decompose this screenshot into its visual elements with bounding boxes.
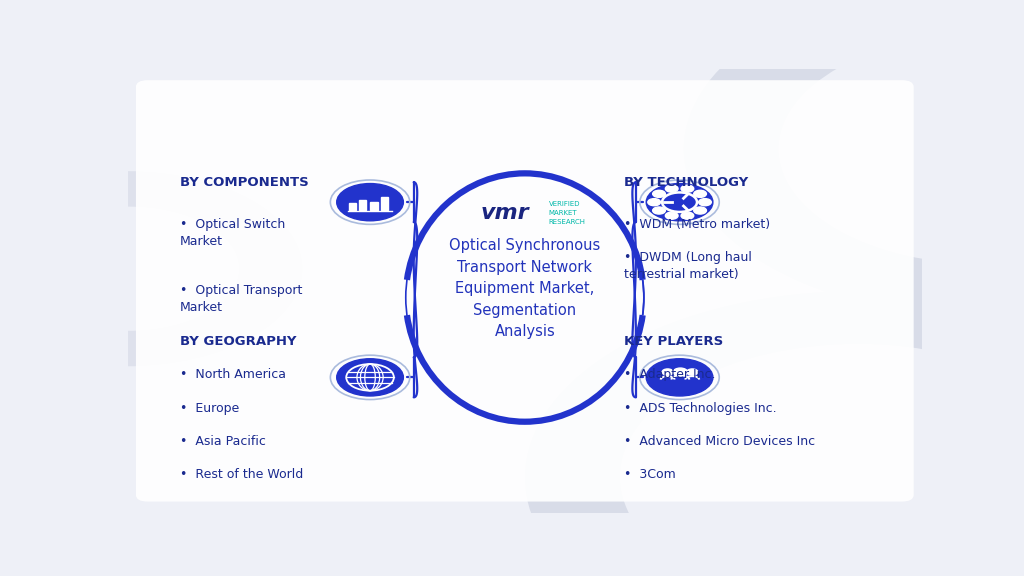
- FancyBboxPatch shape: [136, 80, 913, 502]
- Text: Optical Synchronous
Transport Network
Equipment Market,
Segmentation
Analysis: Optical Synchronous Transport Network Eq…: [450, 238, 600, 339]
- Circle shape: [337, 184, 403, 221]
- Circle shape: [666, 212, 678, 219]
- Bar: [349, 203, 356, 210]
- Text: •  Adapter Inc.: • Adapter Inc.: [624, 369, 716, 381]
- Circle shape: [779, 33, 1024, 264]
- Circle shape: [663, 369, 673, 375]
- Circle shape: [666, 185, 678, 192]
- Circle shape: [525, 291, 1024, 576]
- Text: •  ADS Technologies Inc.: • ADS Technologies Inc.: [624, 402, 776, 415]
- Circle shape: [672, 198, 687, 207]
- Circle shape: [673, 368, 687, 376]
- Circle shape: [0, 171, 303, 366]
- Text: •  DWDM (Long haul
terrestrial market): • DWDM (Long haul terrestrial market): [624, 251, 752, 281]
- Bar: [381, 197, 388, 210]
- Text: •  Europe: • Europe: [179, 402, 239, 415]
- Text: vmr: vmr: [480, 203, 529, 223]
- Circle shape: [16, 207, 240, 331]
- Circle shape: [337, 359, 403, 396]
- Text: BY TECHNOLOGY: BY TECHNOLOGY: [624, 176, 749, 188]
- Circle shape: [698, 199, 712, 206]
- Text: •  Asia Pacific: • Asia Pacific: [179, 435, 265, 448]
- Text: KEY PLAYERS: KEY PLAYERS: [624, 335, 723, 348]
- Text: •  Advanced Micro Devices Inc: • Advanced Micro Devices Inc: [624, 435, 815, 448]
- Circle shape: [681, 185, 693, 192]
- Circle shape: [646, 184, 713, 221]
- Text: VERIFIED
MARKET
RESEARCH: VERIFIED MARKET RESEARCH: [549, 201, 586, 225]
- Circle shape: [681, 212, 693, 219]
- Circle shape: [693, 207, 707, 214]
- Circle shape: [684, 0, 1024, 317]
- Text: •  3Com: • 3Com: [624, 468, 676, 482]
- Text: BY COMPONENTS: BY COMPONENTS: [179, 176, 308, 188]
- Bar: [359, 199, 367, 210]
- Circle shape: [652, 207, 666, 214]
- Circle shape: [648, 199, 660, 206]
- Text: •  North America: • North America: [179, 369, 286, 381]
- Text: BY GEOGRAPHY: BY GEOGRAPHY: [179, 335, 296, 348]
- Circle shape: [652, 190, 666, 198]
- Circle shape: [693, 190, 707, 198]
- Circle shape: [687, 369, 697, 375]
- Circle shape: [646, 359, 713, 396]
- Bar: [371, 202, 378, 210]
- Circle shape: [621, 344, 1024, 576]
- Text: •  WDM (Metro market): • WDM (Metro market): [624, 218, 770, 231]
- Text: •  Optical Transport
Market: • Optical Transport Market: [179, 284, 302, 314]
- Text: •  Rest of the World: • Rest of the World: [179, 468, 303, 482]
- Text: •  Optical Switch
Market: • Optical Switch Market: [179, 218, 285, 248]
